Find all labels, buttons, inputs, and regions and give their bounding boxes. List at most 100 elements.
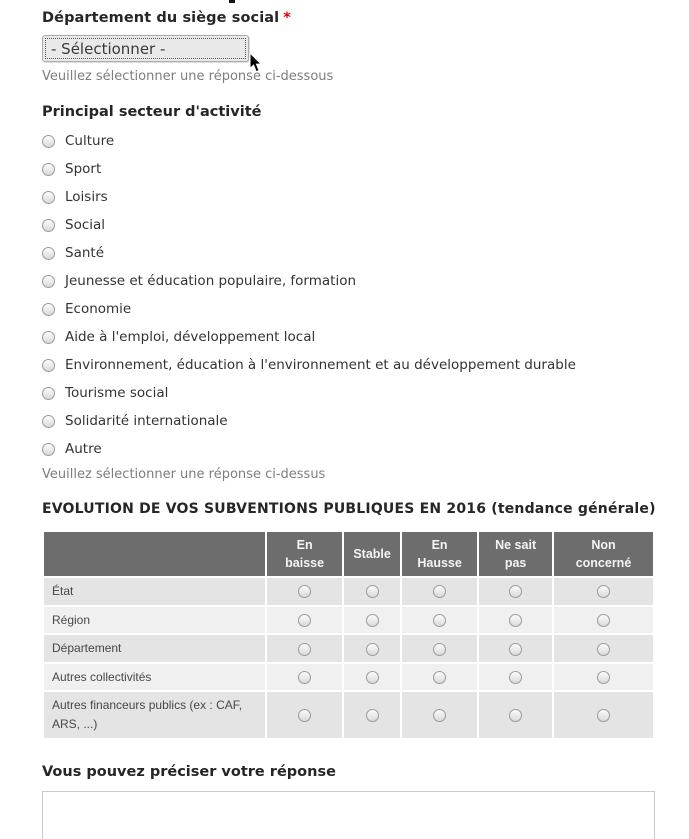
matrix-cell[interactable]: [551, 690, 656, 740]
radio-button-icon[interactable]: [42, 246, 55, 260]
radio-button-icon[interactable]: [298, 614, 312, 628]
matrix-header-row: En baisse Stable En Hausse Ne sait pas N…: [41, 530, 656, 578]
radio-button-icon[interactable]: [298, 671, 312, 685]
matrix-cell[interactable]: [342, 604, 402, 636]
radio-button-icon[interactable]: [509, 671, 523, 685]
matrix-cell[interactable]: [265, 633, 345, 664]
matrix-cell[interactable]: [399, 604, 480, 636]
radio-button-icon[interactable]: [42, 414, 55, 428]
radio-button-icon[interactable]: [42, 442, 55, 456]
matrix-cell[interactable]: [265, 690, 345, 740]
radio-button-icon[interactable]: [433, 671, 447, 685]
radio-option-label: Loisirs: [65, 189, 108, 205]
radio-button-icon[interactable]: [509, 614, 523, 628]
matrix-row-label: Département: [41, 633, 268, 664]
matrix-cell[interactable]: [477, 633, 554, 664]
radio-option-loisirs[interactable]: Loisirs: [42, 187, 655, 207]
radio-option-jeunesse[interactable]: Jeunesse et éducation populaire, formati…: [42, 271, 655, 291]
matrix-cell[interactable]: [477, 661, 554, 693]
radio-option-label: Jeunesse et éducation populaire, formati…: [65, 273, 357, 289]
matrix-row-region: Région: [41, 604, 656, 636]
matrix-cell[interactable]: [265, 604, 345, 636]
departement-question-label: Département du siège social *: [42, 10, 655, 26]
radio-button-icon[interactable]: [509, 585, 523, 599]
departement-select-value: - Sélectionner -: [51, 39, 166, 58]
matrix-col-header-non-concerne: Non concerné: [551, 530, 656, 578]
matrix-col-header-ne-sait-pas: Ne sait pas: [477, 530, 554, 578]
matrix-cell[interactable]: [399, 661, 480, 693]
radio-button-icon[interactable]: [433, 614, 447, 628]
radio-button-icon[interactable]: [509, 709, 523, 723]
radio-button-icon[interactable]: [42, 134, 55, 148]
matrix-col-header-en-baisse: En baisse: [265, 530, 345, 578]
matrix-corner-cell: [41, 530, 268, 578]
matrix-cell[interactable]: [399, 633, 480, 664]
matrix-cell[interactable]: [342, 633, 402, 664]
radio-button-icon[interactable]: [42, 162, 55, 176]
radio-button-icon[interactable]: [298, 585, 312, 599]
matrix-cell[interactable]: [477, 576, 554, 607]
radio-option-social[interactable]: Social: [42, 215, 655, 235]
matrix-cell[interactable]: [265, 576, 345, 607]
radio-button-icon[interactable]: [298, 709, 312, 723]
radio-button-icon[interactable]: [42, 218, 55, 232]
radio-button-icon[interactable]: [365, 671, 379, 685]
radio-option-autre[interactable]: Autre: [42, 439, 655, 459]
radio-option-tourisme[interactable]: Tourisme social: [42, 383, 655, 403]
matrix-row-autres-collectivites: Autres collectivités: [41, 661, 656, 693]
matrix-row-autres-financeurs: Autres financeurs publics (ex : CAF, ARS…: [41, 690, 656, 740]
radio-button-icon[interactable]: [42, 274, 55, 288]
matrix-cell[interactable]: [551, 604, 656, 636]
matrix-row-departement: Département: [41, 633, 656, 664]
precision-textarea[interactable]: [42, 790, 655, 839]
radio-button-icon[interactable]: [42, 190, 55, 204]
radio-option-sante[interactable]: Santé: [42, 243, 655, 263]
radio-button-icon[interactable]: [298, 642, 312, 656]
radio-button-icon[interactable]: [42, 386, 55, 400]
matrix-cell[interactable]: [551, 576, 656, 607]
radio-option-aide-emploi[interactable]: Aide à l'emploi, développement local: [42, 327, 655, 347]
radio-button-icon[interactable]: [433, 709, 447, 723]
matrix-cell[interactable]: [551, 661, 656, 693]
radio-option-environnement[interactable]: Environnement, éducation à l'environneme…: [42, 355, 655, 375]
radio-option-sport[interactable]: Sport: [42, 159, 655, 179]
radio-button-icon[interactable]: [596, 614, 610, 628]
departement-select[interactable]: - Sélectionner -: [42, 35, 249, 62]
radio-button-icon[interactable]: [596, 642, 610, 656]
matrix-cell[interactable]: [342, 661, 402, 693]
radio-option-culture[interactable]: Culture: [42, 131, 655, 151]
matrix-cell[interactable]: [399, 576, 480, 607]
radio-option-solidarite[interactable]: Solidarité internationale: [42, 411, 655, 431]
radio-option-label: Culture: [65, 133, 115, 149]
subventions-question-title: EVOLUTION DE VOS SUBVENTIONS PUBLIQUES E…: [42, 501, 656, 517]
matrix-cell[interactable]: [399, 690, 480, 740]
radio-button-icon[interactable]: [42, 358, 55, 372]
radio-button-icon[interactable]: [433, 642, 447, 656]
screen-artifact: [229, 0, 235, 3]
departement-label-text: Département du siège social: [42, 10, 280, 26]
radio-button-icon[interactable]: [365, 614, 379, 628]
radio-button-icon[interactable]: [596, 671, 610, 685]
radio-button-icon[interactable]: [596, 709, 610, 723]
matrix-cell[interactable]: [265, 661, 345, 693]
matrix-cell[interactable]: [477, 690, 554, 740]
radio-option-label: Tourisme social: [65, 385, 169, 401]
radio-button-icon[interactable]: [365, 642, 379, 656]
matrix-cell[interactable]: [342, 576, 402, 607]
radio-option-label: Social: [65, 217, 106, 233]
radio-button-icon[interactable]: [509, 642, 523, 656]
radio-button-icon[interactable]: [433, 585, 447, 599]
matrix-row-label: Autres financeurs publics (ex : CAF, ARS…: [41, 690, 268, 740]
radio-button-icon[interactable]: [42, 330, 55, 344]
matrix-col-header-stable: Stable: [342, 530, 402, 578]
radio-button-icon[interactable]: [365, 585, 379, 599]
matrix-cell[interactable]: [477, 604, 554, 636]
matrix-cell[interactable]: [551, 633, 656, 664]
radio-option-economie[interactable]: Economie: [42, 299, 655, 319]
radio-button-icon[interactable]: [365, 709, 379, 723]
matrix-cell[interactable]: [342, 690, 402, 740]
radio-button-icon[interactable]: [596, 585, 610, 599]
radio-option-label: Autre: [65, 441, 102, 457]
radio-button-icon[interactable]: [42, 302, 55, 316]
